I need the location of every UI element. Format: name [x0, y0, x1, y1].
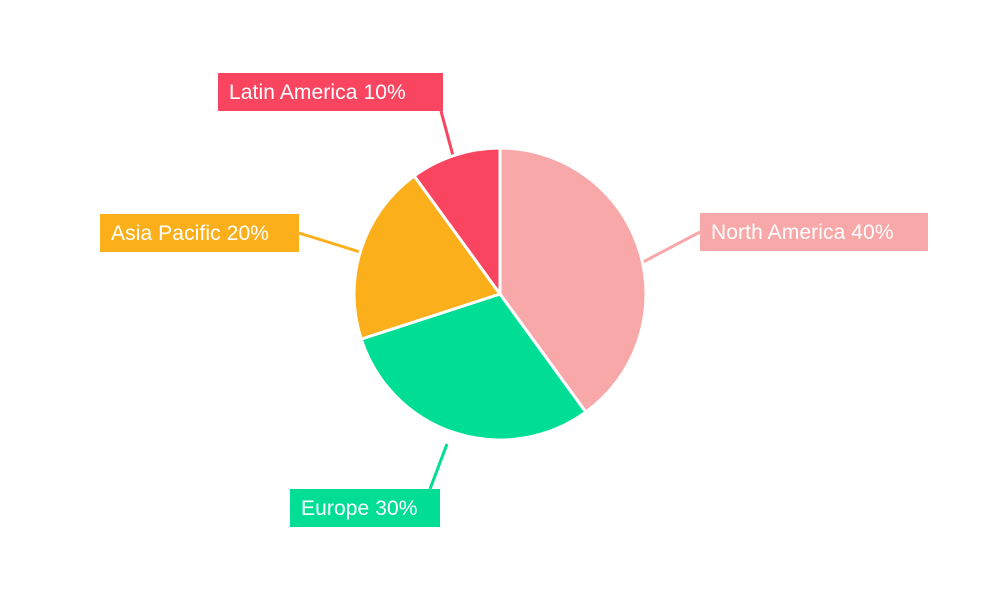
pie-label-europe: Europe 30% — [290, 489, 440, 527]
pie-slice-europe[interactable] — [359, 292, 588, 442]
pie-slice-north-america[interactable] — [498, 146, 648, 414]
pie-label-latin-america: Latin America 10% — [218, 73, 443, 111]
pie-slices — [352, 146, 648, 442]
pie-slice-latin-america[interactable] — [412, 146, 502, 296]
leader-line-north-america — [642, 230, 701, 264]
leader-line-europe — [428, 443, 449, 490]
pie-label-north-america: North America 40% — [700, 213, 928, 251]
pie-label-asia-pacific: Asia Pacific 20% — [100, 214, 299, 252]
pie-slice-asia-pacific[interactable] — [352, 174, 502, 341]
leader-line-asia-pacific — [298, 231, 361, 254]
